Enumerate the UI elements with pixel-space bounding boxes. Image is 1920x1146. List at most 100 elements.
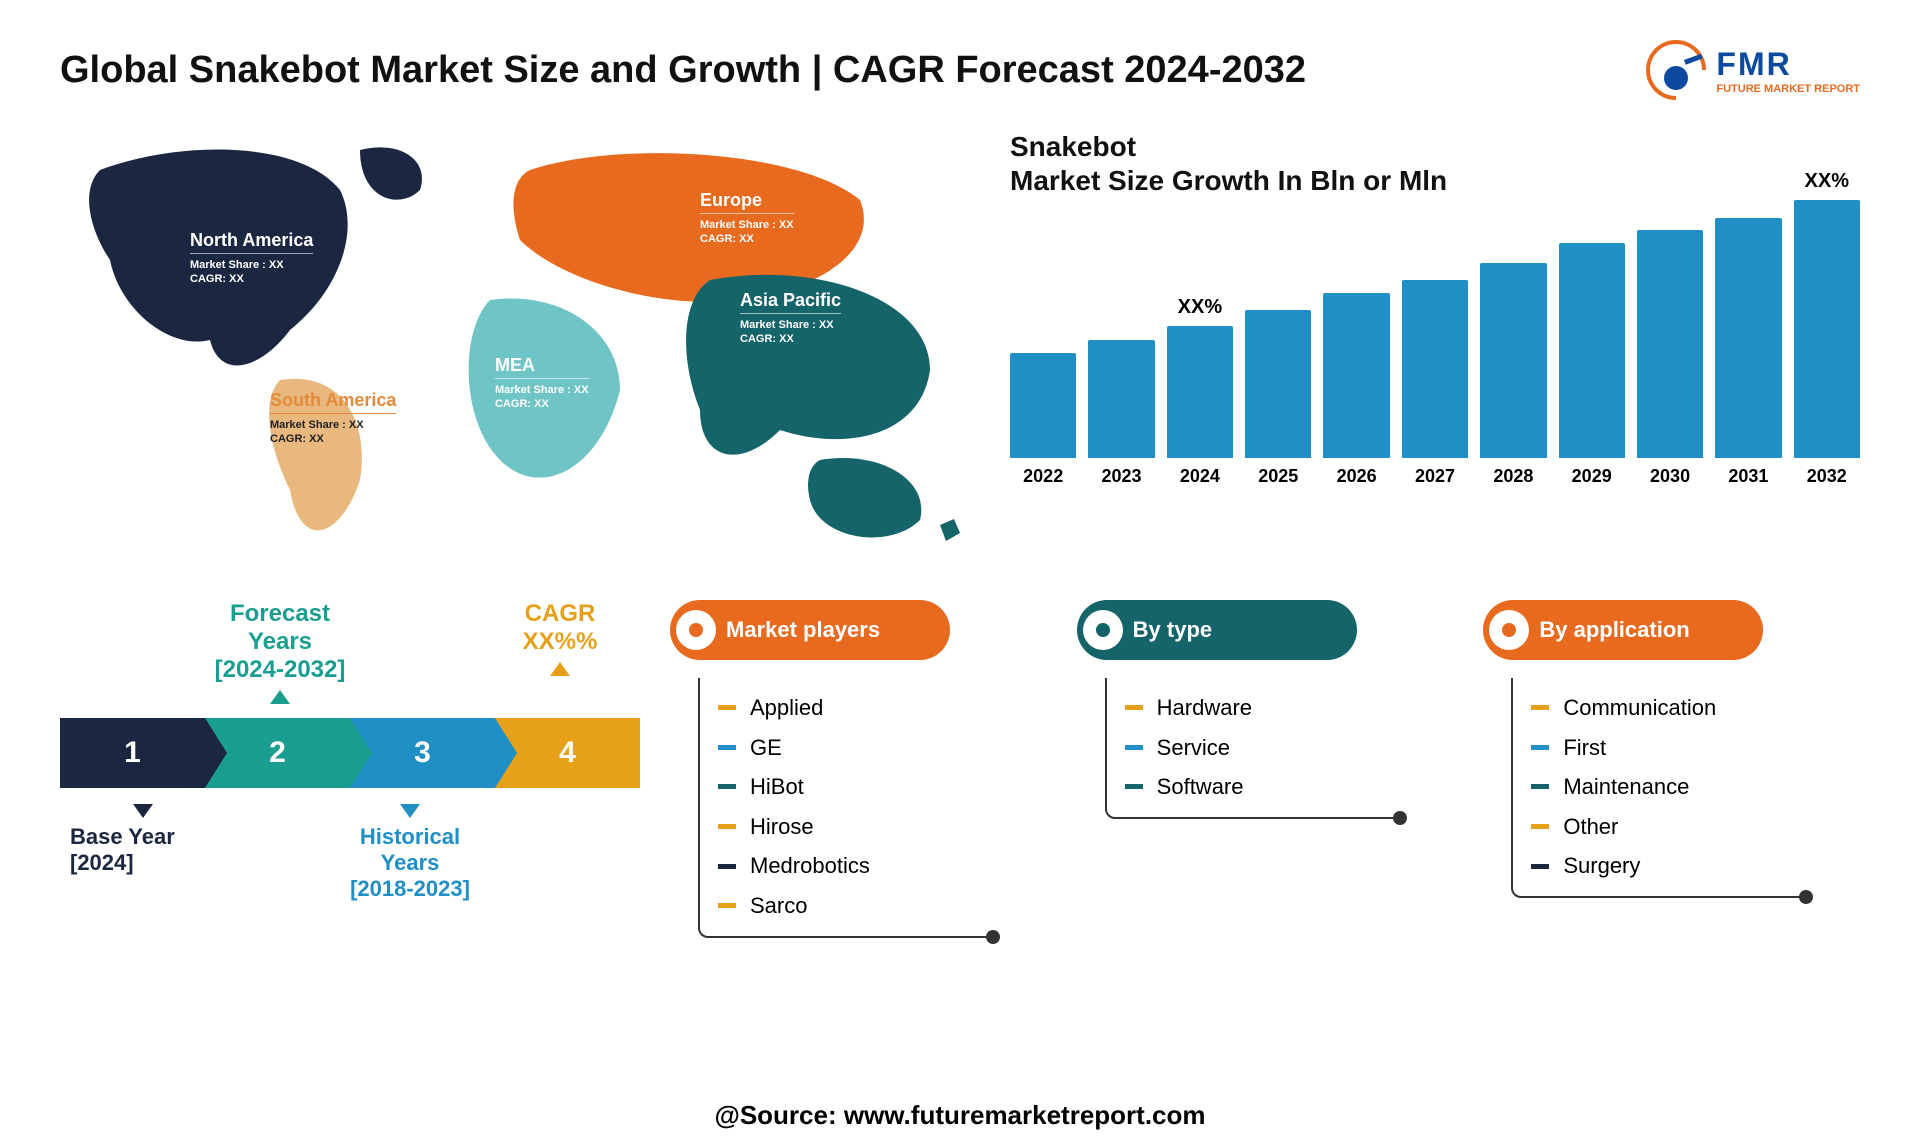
tick-icon [718, 824, 736, 829]
logo-icon [1646, 40, 1706, 100]
tick-icon [1531, 784, 1549, 789]
category-item: GE [718, 728, 998, 768]
world-map: North America Market Share : XX CAGR: XX… [60, 130, 960, 550]
source-text: @Source: www.futuremarketreport.com [714, 1100, 1205, 1131]
tick-icon [1531, 864, 1549, 869]
category-item-label: Hirose [750, 807, 814, 847]
australia-shape [808, 458, 921, 537]
bar-year-label: 2027 [1415, 466, 1455, 487]
bar-col: XX% 2024 [1167, 296, 1233, 487]
category-item-label: GE [750, 728, 782, 768]
bar-year-label: 2032 [1807, 466, 1847, 487]
timeline-seg-1: 1 [60, 718, 205, 788]
tick-icon [1125, 784, 1143, 789]
tick-icon [718, 864, 736, 869]
fmr-logo: FMR FUTURE MARKET REPORT [1646, 40, 1860, 100]
category-item-label: Other [1563, 807, 1618, 847]
bar-col: 2028 [1480, 233, 1546, 487]
bar [1637, 230, 1703, 458]
timeline-strip: 1 2 3 4 [60, 718, 640, 788]
bar [1167, 326, 1233, 458]
tick-icon [718, 705, 736, 710]
category-item: First [1531, 728, 1811, 768]
logo-text: FMR [1716, 46, 1860, 83]
bar [1245, 310, 1311, 458]
category-item-label: Surgery [1563, 846, 1640, 886]
by-application-list: CommunicationFirstMaintenanceOtherSurger… [1511, 678, 1811, 898]
bar-year-label: 2028 [1493, 466, 1533, 487]
historical-label: Historical Years [2018-2023] [337, 798, 484, 902]
bar-year-label: 2023 [1102, 466, 1142, 487]
region-label-ap: Asia Pacific Market Share : XX CAGR: XX [740, 290, 841, 347]
bar-year-label: 2031 [1728, 466, 1768, 487]
base-year-label: Base Year [2024] [70, 798, 217, 902]
category-item-label: HiBot [750, 767, 804, 807]
bar-chart: Snakebot Market Size Growth In Bln or Ml… [990, 130, 1860, 550]
category-item: Communication [1531, 688, 1811, 728]
bar [1715, 218, 1781, 458]
category-item-label: Hardware [1157, 688, 1252, 728]
bar-year-label: 2022 [1023, 466, 1063, 487]
tick-icon [718, 745, 736, 750]
category-item: HiBot [718, 767, 998, 807]
category-item: Service [1125, 728, 1405, 768]
market-players-list: AppliedGEHiBotHiroseMedroboticsSarco [698, 678, 998, 938]
category-item-label: Sarco [750, 886, 807, 926]
category-item: Sarco [718, 886, 998, 926]
tick-icon [1125, 705, 1143, 710]
main-row: North America Market Share : XX CAGR: XX… [60, 130, 1860, 550]
bar [1402, 280, 1468, 458]
bar-year-label: 2024 [1180, 466, 1220, 487]
bar-col: 2031 [1715, 188, 1781, 487]
tick-icon [1531, 824, 1549, 829]
tick-icon [718, 784, 736, 789]
tick-icon [1531, 705, 1549, 710]
bar-col: 2027 [1402, 250, 1468, 487]
page-title: Global Snakebot Market Size and Growth |… [60, 49, 1306, 92]
forecast-label: Forecast Years [2024-2032] [210, 600, 350, 710]
category-item: Surgery [1531, 846, 1811, 886]
bar-annotation: XX% [1805, 170, 1849, 194]
cagr-label: CAGR XX%% [490, 600, 630, 710]
bar-year-label: 2025 [1258, 466, 1298, 487]
region-label-mea: MEA Market Share : XX CAGR: XX [495, 355, 589, 412]
region-label-na: North America Market Share : XX CAGR: XX [190, 230, 313, 287]
tick-icon [1531, 745, 1549, 750]
region-label-eu: Europe Market Share : XX CAGR: XX [700, 190, 794, 247]
bar-col: 2029 [1559, 213, 1625, 487]
bar-col: 2023 [1088, 310, 1154, 487]
bar [1794, 200, 1860, 458]
category-item: Software [1125, 767, 1405, 807]
category-item: Other [1531, 807, 1811, 847]
tick-icon [1125, 745, 1143, 750]
chart-title: Snakebot Market Size Growth In Bln or Ml… [1010, 130, 1860, 197]
category-item: Maintenance [1531, 767, 1811, 807]
by-type-list: HardwareServiceSoftware [1105, 678, 1405, 819]
bar-annotation: XX% [1178, 296, 1222, 320]
bar-col: 2022 [1010, 323, 1076, 487]
bar [1323, 293, 1389, 458]
market-players-header: Market players [670, 600, 950, 660]
bar-year-label: 2026 [1337, 466, 1377, 487]
bar-year-label: 2030 [1650, 466, 1690, 487]
bar [1088, 340, 1154, 458]
bar [1010, 353, 1076, 458]
category-item-label: Maintenance [1563, 767, 1689, 807]
bar-col: 2026 [1323, 263, 1389, 487]
category-item-label: Software [1157, 767, 1244, 807]
timeline-block: Forecast Years [2024-2032] CAGR XX%% 1 2… [60, 600, 640, 902]
market-players-block: Market players AppliedGEHiBotHiroseMedro… [670, 600, 1047, 938]
bar-col: XX% 2032 [1794, 170, 1860, 487]
logo-subtitle: FUTURE MARKET REPORT [1716, 83, 1860, 95]
category-item-label: First [1563, 728, 1606, 768]
bottom-row: Forecast Years [2024-2032] CAGR XX%% 1 2… [60, 600, 1860, 938]
category-item-label: Service [1157, 728, 1230, 768]
bar [1480, 263, 1546, 458]
by-application-block: By application CommunicationFirstMainten… [1483, 600, 1860, 898]
header: Global Snakebot Market Size and Growth |… [60, 40, 1860, 100]
bars-container: 20222023XX%20242025202620272028202920302… [1010, 227, 1860, 487]
region-label-sa: South America Market Share : XX CAGR: XX [270, 390, 396, 447]
bar [1559, 243, 1625, 458]
category-item: Hardware [1125, 688, 1405, 728]
category-item: Hirose [718, 807, 998, 847]
